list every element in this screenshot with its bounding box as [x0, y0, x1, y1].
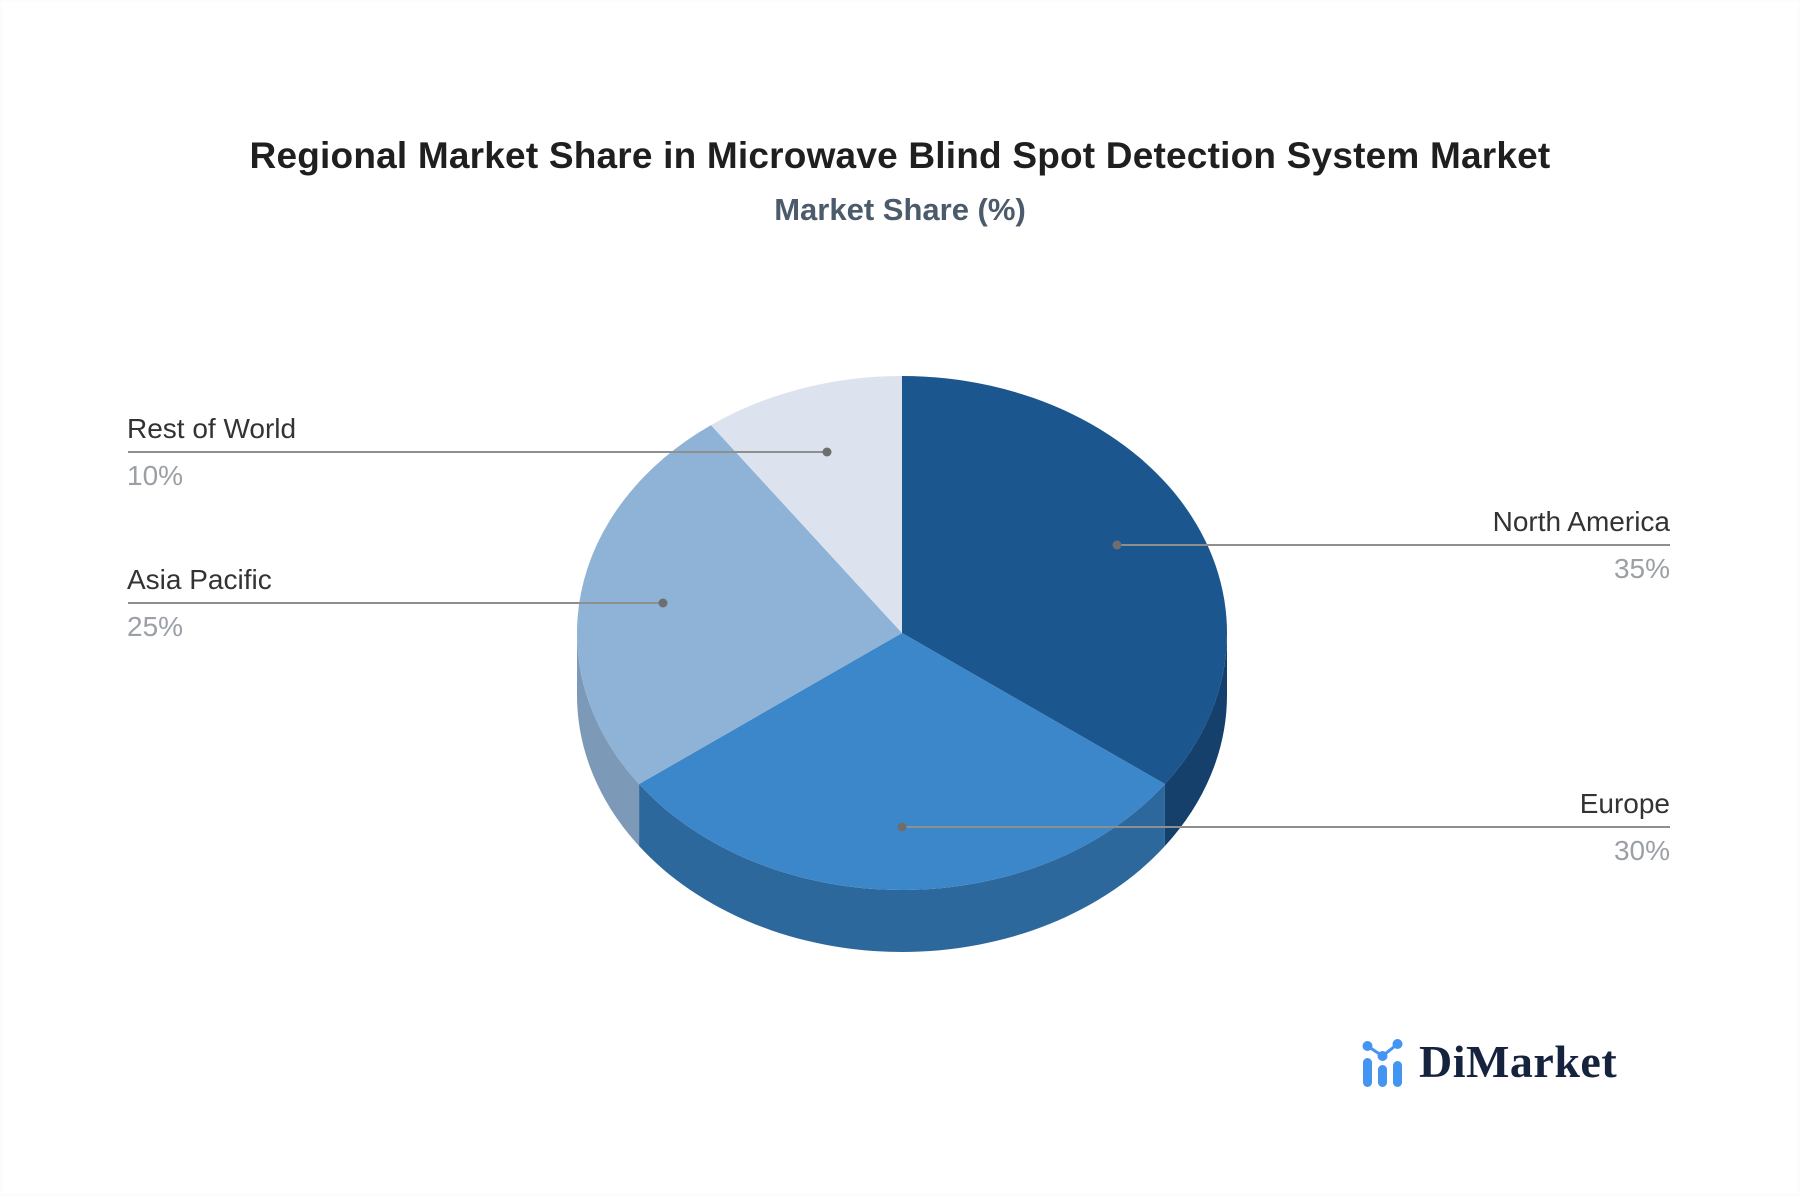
chart-title: Regional Market Share in Microwave Blind…: [249, 135, 1551, 176]
slice-percentage: 35%: [1613, 553, 1670, 584]
pie-slice-rest-of-world[interactable]: [710, 376, 902, 633]
pie-slice-side-asia-pacific: [577, 633, 640, 847]
pie-slice-asia-pacific[interactable]: [576, 425, 902, 785]
slice-label: Asia Pacific: [127, 564, 272, 595]
pie-slice-europe[interactable]: [639, 633, 1165, 890]
callout-europe: Europe 30%: [1580, 786, 1670, 868]
dimarket-logo: DiMarket: [1362, 1036, 1617, 1088]
slice-percentage: 10%: [127, 460, 184, 491]
logo-text: DiMarket: [1419, 1036, 1618, 1087]
bar-line-chart-icon: [1362, 1039, 1403, 1087]
slice-percentage: 30%: [1613, 835, 1670, 866]
slice-label: Rest of World: [127, 413, 297, 444]
pie-slice-side-north-america: [1164, 633, 1227, 847]
slice-label: Europe: [1579, 788, 1670, 819]
pie-slice-side-europe: [639, 784, 1165, 952]
callout-asia-pacific: Asia Pacific 25%: [127, 562, 272, 644]
callout-rest-of-world: Rest of World 10%: [127, 411, 296, 493]
leader-dot-europe: [897, 822, 907, 832]
pie-slice-north-america[interactable]: [902, 376, 1227, 785]
leader-dot-rest-of-world: [822, 447, 832, 457]
callout-north-america: North America 35%: [1493, 504, 1670, 586]
leader-dot-asia-pacific: [658, 598, 668, 608]
chart-subtitle: Market Share (%): [774, 192, 1026, 227]
leader-dot-north-america: [1112, 540, 1122, 550]
slice-percentage: 25%: [127, 611, 184, 642]
slice-label: North America: [1492, 506, 1670, 537]
